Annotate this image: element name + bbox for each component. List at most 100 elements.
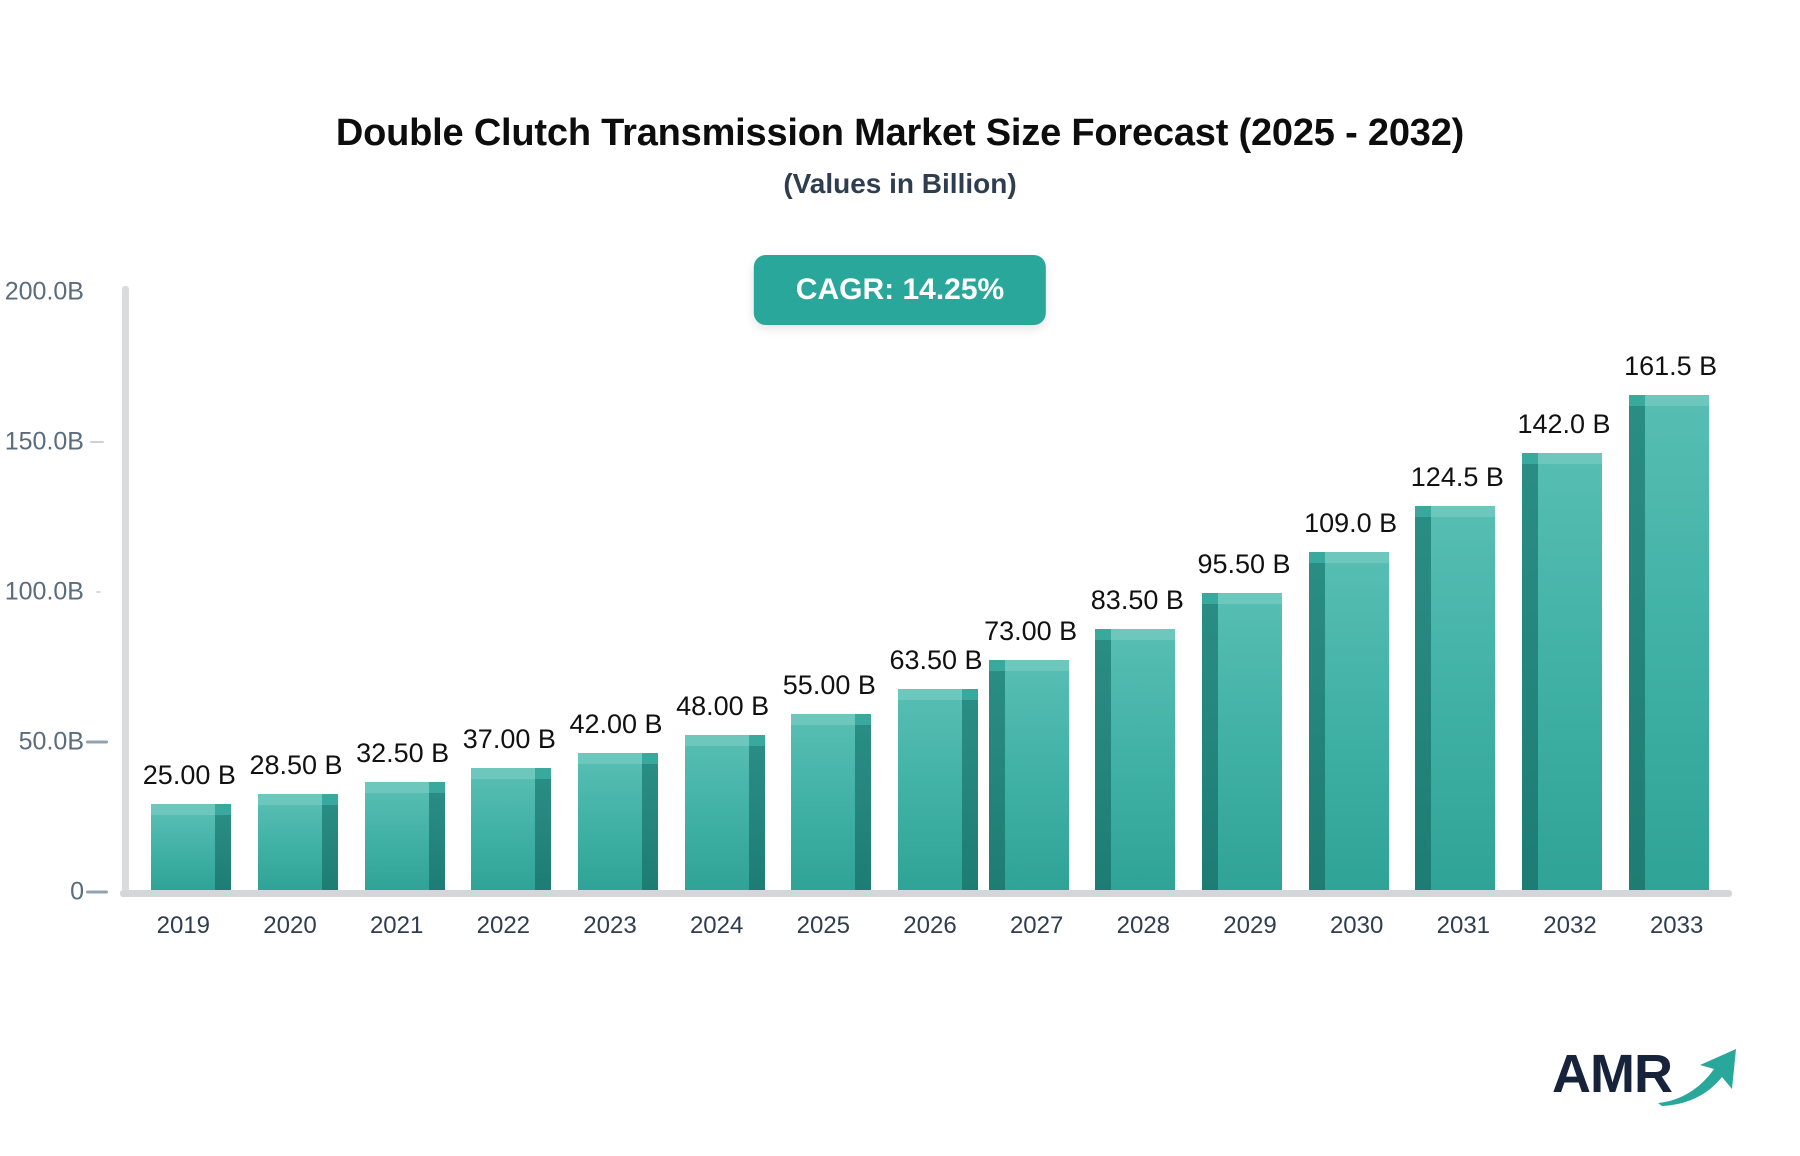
bar-top-bevel	[1202, 592, 1218, 604]
bar-top-bevel	[1522, 453, 1538, 464]
x-axis-tick-label: 2026	[903, 912, 957, 939]
bar-front-face	[1111, 639, 1176, 890]
bar-top-face	[1644, 394, 1709, 406]
x-axis-tick-label: 2029	[1223, 912, 1277, 939]
x-axis-line	[120, 890, 1732, 897]
bar-top-bevel	[322, 793, 338, 805]
bar-top-face	[1324, 552, 1389, 563]
bar-top-face	[791, 714, 856, 725]
logo-text: AMR	[1552, 1043, 1673, 1104]
x-axis-tick-label: 2028	[1116, 912, 1171, 939]
x-axis-tick-label: 2033	[1649, 912, 1704, 939]
bar-top-face	[1431, 505, 1496, 517]
bar-top-bevel	[1308, 552, 1325, 563]
bar-body[interactable]	[364, 781, 445, 890]
bar-2024[interactable]: 48.00 B 2024	[676, 290, 769, 939]
y-axis-line	[122, 286, 129, 892]
x-axis-tick-label: 2031	[1436, 912, 1491, 939]
bar-top-face	[1218, 592, 1282, 604]
bar-top-face	[1538, 453, 1602, 464]
x-axis-tick-label: 2025	[796, 912, 851, 939]
bar-value-label: 25.00 B	[142, 760, 236, 790]
bar-side-face	[1522, 464, 1538, 890]
bar-top-bevel	[748, 735, 765, 746]
bar-body[interactable]	[151, 804, 232, 890]
bar-body[interactable]	[988, 660, 1069, 890]
chart-title: Double Clutch Transmission Market Size F…	[335, 112, 1465, 154]
bar-body[interactable]	[578, 753, 658, 890]
bar-top-face	[684, 735, 749, 746]
bar-body[interactable]	[684, 735, 765, 890]
bar-2025[interactable]: 55.00 B 2025	[783, 290, 876, 939]
bar-front-face	[1431, 516, 1496, 890]
bar-body[interactable]	[471, 768, 552, 890]
bar-body[interactable]	[1522, 453, 1602, 890]
bar-2031[interactable]: 124.5 B 2031	[1411, 290, 1504, 940]
bar-2022[interactable]: 37.00 B 2022	[463, 290, 556, 939]
bar-side-face	[855, 725, 872, 890]
bar-front-face	[364, 792, 429, 890]
bar-front-face	[791, 725, 856, 890]
bar-value-label: 142.0 B	[1517, 409, 1611, 439]
bar-2029[interactable]: 95.50 B 2029	[1197, 290, 1290, 940]
bar-value-label: 37.00 B	[462, 724, 556, 754]
bar-2026[interactable]: 63.50 B 2026	[889, 290, 982, 940]
x-axis-tick-label: 2020	[263, 912, 317, 939]
y-axis-tick-label: 200.0B	[4, 277, 84, 306]
bar-value-label: 32.50 B	[356, 737, 450, 768]
bar-2028[interactable]: 83.50 B 2028	[1091, 290, 1184, 940]
bar-top-bevel	[855, 714, 872, 725]
bar-front-face	[578, 764, 642, 890]
bar-top-face	[471, 768, 536, 779]
bar-value-label: 124.5 B	[1410, 461, 1504, 492]
bar-value-label: 95.50 B	[1197, 548, 1291, 579]
bar-2033[interactable]: 161.5 B 2033	[1624, 290, 1717, 940]
chart-subtitle: (Values in Billion)	[783, 168, 1017, 199]
x-axis-tick-label: 2019	[156, 912, 211, 939]
bar-body[interactable]	[258, 793, 338, 890]
bar-side-face	[1202, 603, 1218, 890]
bar-front-face	[258, 804, 322, 890]
bar-side-face	[1415, 516, 1432, 890]
bar-top-bevel	[1095, 628, 1112, 640]
bar-series: 25.00 B 2019 28.50 B 2020 32.50 B 2021 37.00 B…	[130, 290, 1730, 940]
bar-2030[interactable]: 109.0 B 2030	[1304, 290, 1397, 939]
bar-side-face	[535, 779, 552, 890]
bar-front-face	[1218, 603, 1282, 890]
bar-2020[interactable]: 28.50 B 2020	[249, 290, 342, 940]
bar-top-bevel	[988, 660, 1005, 671]
bar-body[interactable]	[1415, 505, 1496, 890]
bar-top-face	[258, 793, 322, 805]
bar-side-face	[322, 804, 338, 890]
bar-body[interactable]	[898, 688, 978, 890]
bar-body[interactable]	[1628, 394, 1709, 890]
bar-front-face	[1004, 671, 1069, 890]
bar-side-face	[428, 792, 445, 890]
bar-2032[interactable]: 142.0 B 2032	[1517, 290, 1610, 939]
bar-top-bevel	[1628, 394, 1645, 406]
bar-body[interactable]	[1095, 628, 1176, 890]
cagr-badge: CAGR: 14.25%	[753, 255, 1047, 325]
x-axis-tick-label: 2027	[1009, 912, 1064, 939]
bar-value-label: 73.00 B	[984, 616, 1078, 646]
bar-top-bevel	[428, 781, 445, 793]
bar-2019[interactable]: 25.00 B 2019	[143, 290, 236, 939]
x-axis-tick-label: 2021	[369, 912, 424, 939]
bar-top-bevel	[215, 804, 232, 815]
bar-front-face	[1324, 563, 1389, 890]
bar-top-face	[364, 781, 429, 793]
bar-2027[interactable]: 73.00 B 2027	[984, 290, 1077, 939]
bar-body[interactable]	[1308, 552, 1389, 890]
x-axis-tick-label: 2032	[1543, 912, 1597, 939]
bar-top-face	[898, 688, 962, 700]
bar-body[interactable]	[791, 714, 872, 890]
bar-side-face	[962, 699, 978, 890]
bar-top-bevel	[1415, 505, 1432, 517]
bar-2021[interactable]: 32.50 B 2021	[356, 290, 449, 940]
bar-front-face	[1644, 405, 1709, 890]
bar-body[interactable]	[1202, 592, 1282, 890]
bar-2023[interactable]: 42.00 B 2023	[569, 290, 662, 939]
bar-value-label: 109.0 B	[1304, 508, 1398, 538]
y-axis-tick-mark	[90, 441, 104, 443]
